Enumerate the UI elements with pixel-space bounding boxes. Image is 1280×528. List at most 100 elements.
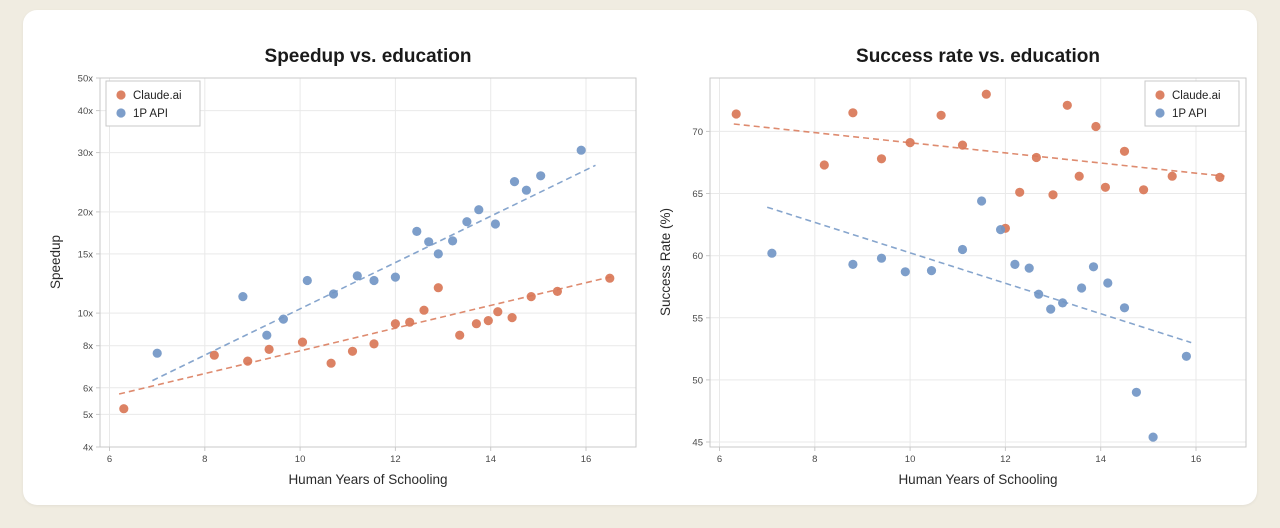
legend-swatch — [116, 90, 126, 100]
data-point-claude-ai — [264, 344, 274, 354]
data-point-claude-ai — [905, 138, 915, 148]
data-point-1p-api — [352, 271, 362, 281]
data-point-1p-api — [1034, 289, 1044, 299]
data-point-claude-ai — [936, 110, 946, 120]
data-point-1p-api — [302, 275, 312, 286]
data-point-1p-api — [1010, 259, 1020, 269]
chart-title: Speedup vs. education — [265, 46, 472, 67]
data-point-1p-api — [767, 248, 777, 258]
legend-label: Claude.ai — [1172, 90, 1221, 102]
legend-swatch — [1155, 108, 1165, 118]
data-point-claude-ai — [1015, 187, 1025, 197]
data-point-1p-api — [1148, 432, 1158, 442]
trend-line-claude-ai — [733, 123, 1225, 177]
data-point-1p-api — [424, 237, 434, 247]
y-tick-label: 50 — [692, 375, 703, 386]
data-point-claude-ai — [390, 319, 400, 329]
plot-area: 6 8 10 12 14 16 4x 5x 6x 8x 10x 15x 20x 30x 40x 50x Clau… — [78, 74, 637, 465]
data-point-claude-ai — [1100, 182, 1110, 192]
x-tick-label: 6 — [107, 454, 112, 465]
speedup-chart: Speedup vs. education Speedup Human Year… — [48, 46, 637, 487]
data-point-1p-api — [152, 348, 162, 358]
data-point-1p-api — [1131, 387, 1141, 397]
data-point-claude-ai — [819, 160, 829, 170]
y-tick-label: 4x — [83, 443, 93, 454]
x-tick-label: 12 — [390, 454, 401, 465]
data-point-claude-ai — [405, 317, 415, 327]
legend-swatch — [1155, 90, 1165, 100]
data-point-claude-ai — [507, 313, 517, 323]
plot-frame — [99, 77, 637, 448]
data-point-1p-api — [1046, 304, 1056, 314]
charts-card: Speedup vs. education Speedup Human Year… — [23, 10, 1257, 505]
data-point-1p-api — [509, 177, 520, 187]
data-point-1p-api — [328, 289, 339, 299]
data-point-1p-api — [848, 259, 858, 269]
x-tick-label: 8 — [202, 454, 207, 465]
y-tick-label: 20x — [78, 207, 94, 218]
data-point-claude-ai — [297, 337, 308, 347]
x-tick-label: 10 — [905, 454, 916, 465]
data-point-1p-api — [1077, 283, 1087, 293]
data-point-claude-ai — [433, 283, 443, 293]
y-tick-label: 8x — [83, 341, 93, 352]
data-point-claude-ai — [605, 273, 615, 283]
data-point-1p-api — [1058, 298, 1068, 308]
data-point-claude-ai — [471, 319, 481, 329]
data-point-claude-ai — [1031, 152, 1041, 163]
data-point-claude-ai — [1139, 185, 1149, 195]
x-tick-label: 6 — [717, 454, 722, 465]
data-point-1p-api — [900, 267, 910, 277]
chart-title: Success rate vs. education — [856, 46, 1100, 67]
data-point-claude-ai — [493, 307, 503, 317]
legend-label: Claude.ai — [133, 90, 182, 102]
data-point-1p-api — [1181, 351, 1191, 361]
data-point-claude-ai — [876, 154, 887, 164]
y-tick-label: 10x — [78, 309, 94, 320]
data-point-1p-api — [521, 185, 531, 195]
data-point-claude-ai — [1048, 190, 1058, 200]
success-rate-chart: Success rate vs. education Success Rate … — [658, 46, 1247, 487]
data-point-claude-ai — [848, 108, 858, 118]
data-point-claude-ai — [243, 356, 253, 366]
data-point-1p-api — [996, 225, 1006, 235]
legend-swatch — [116, 108, 126, 118]
data-point-1p-api — [448, 236, 458, 246]
trend-line-claude-ai — [118, 275, 615, 395]
data-point-claude-ai — [326, 358, 336, 368]
data-point-claude-ai — [957, 140, 968, 150]
data-point-1p-api — [536, 171, 546, 181]
data-point-claude-ai — [419, 305, 429, 315]
data-point-1p-api — [876, 253, 887, 263]
y-tick-label: 50x — [78, 74, 94, 85]
data-point-1p-api — [462, 217, 472, 227]
data-point-claude-ai — [731, 109, 741, 119]
y-tick-label: 6x — [83, 383, 93, 394]
x-tick-label: 8 — [812, 454, 817, 465]
y-tick-label: 40x — [78, 106, 94, 117]
x-tick-label: 14 — [485, 454, 496, 465]
y-axis-label: Speedup — [48, 235, 63, 289]
data-point-claude-ai — [1091, 121, 1101, 132]
data-point-1p-api — [977, 196, 987, 206]
legend-box — [105, 80, 201, 127]
y-tick-label: 70 — [692, 127, 703, 138]
x-tick-label: 14 — [1095, 454, 1106, 465]
data-point-1p-api — [412, 226, 422, 236]
data-point-1p-api — [1119, 303, 1130, 313]
data-point-claude-ai — [369, 339, 379, 349]
data-point-claude-ai — [119, 404, 129, 414]
data-point-1p-api — [433, 249, 443, 259]
data-point-claude-ai — [981, 89, 991, 99]
trend-line-1p-api — [152, 164, 596, 382]
plot-area: 6 8 10 12 14 16 45 50 55 60 65 70 Claude.ai 1P API — [692, 77, 1247, 465]
data-point-1p-api — [1103, 278, 1113, 288]
data-point-claude-ai — [1215, 172, 1225, 182]
legend-label: 1P API — [133, 108, 168, 120]
data-point-claude-ai — [455, 330, 465, 340]
x-tick-label: 12 — [1000, 454, 1011, 465]
x-axis-label: Human Years of Schooling — [288, 472, 447, 487]
data-point-1p-api — [474, 205, 484, 215]
data-point-1p-api — [490, 219, 500, 229]
